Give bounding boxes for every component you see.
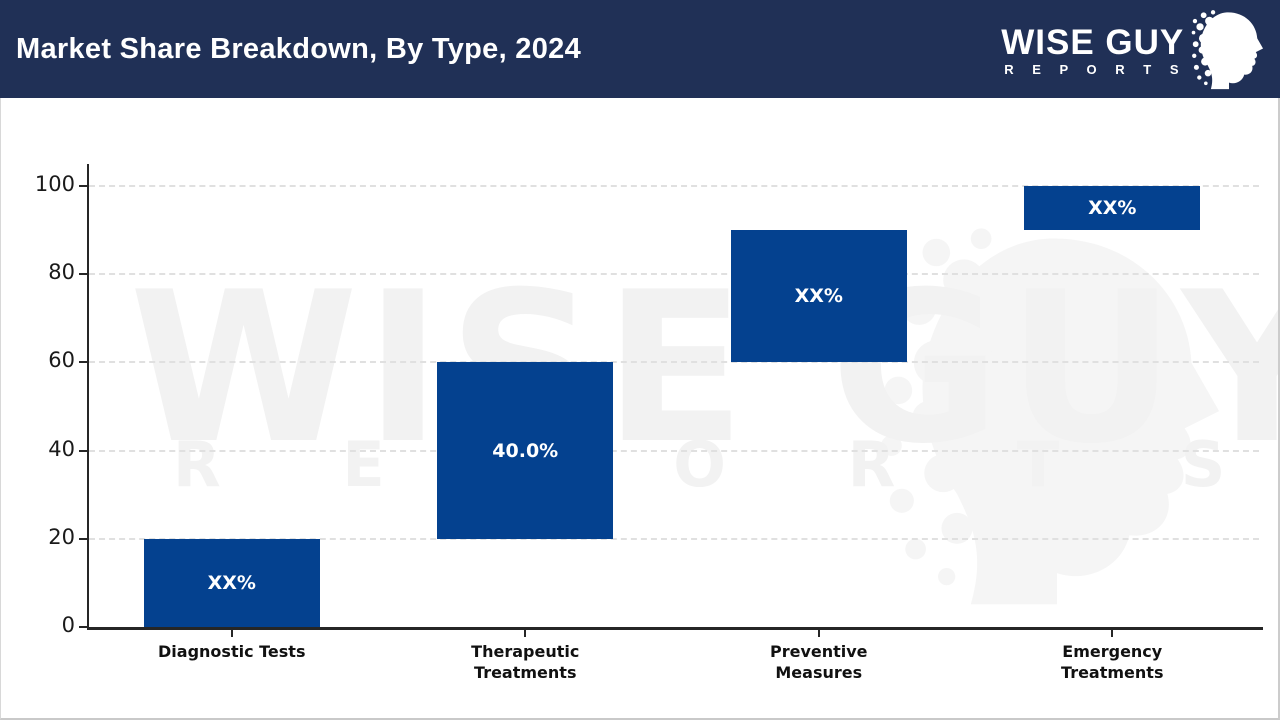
y-tick-mark [79,449,88,452]
bar-value-label: XX% [794,285,843,308]
x-tick-mark [230,630,233,637]
gridline [89,537,1259,540]
y-tick-label: 40 [48,436,75,461]
header-bar: Market Share Breakdown, By Type, 2024 WI… [0,0,1280,98]
y-tick-mark [79,626,88,628]
bar-segment: XX% [1024,186,1201,231]
x-tick-mark [1111,630,1114,637]
bar-segment: XX% [730,230,907,363]
y-tick-mark [79,185,88,187]
brand-logo: WISE GUY R E P O R T S [1001,6,1270,94]
bar-segment: XX% [143,538,320,627]
y-tick-label: 60 [48,348,75,373]
bar-value-label: XX% [207,571,256,594]
y-tick-label: 20 [48,524,75,549]
y-tick-label: 0 [61,613,75,637]
x-tick-mark [817,630,820,637]
head-profile-icon [1191,10,1264,90]
x-tick-label: Therapeutic Treatments [385,641,665,683]
x-tick-label-line: Preventive [769,642,868,661]
page-title: Market Share Breakdown, By Type, 2024 [16,32,582,65]
x-tick-label-line: Emergency [1062,642,1163,661]
y-tick-label: 100 [34,172,75,196]
x-tick-label: Diagnostic Tests [92,641,372,662]
bar-segment: 40.0% [437,362,614,539]
bar-value-label: 40.0% [492,439,559,462]
brand-name: WISE GUY [1001,22,1185,62]
y-tick-mark [79,273,88,276]
x-tick-mark [524,630,527,637]
gridline [89,273,1259,276]
bar-value-label: XX% [1088,197,1137,220]
gridline [89,449,1259,452]
chart-figure: WISE GUY R E P O R T S 0 20 40 60 80 100 XX% Di… [0,98,1280,720]
gridline [89,361,1259,364]
x-axis-line [87,627,1263,630]
y-tick-label: 80 [48,260,75,285]
watermark-head-icon [879,228,1220,605]
x-tick-label-line: Therapeutic [471,642,580,661]
brand-logo-text: WISE GUY R E P O R T S [1001,25,1186,76]
x-tick-label: Preventive Measures [679,641,959,683]
x-tick-label: Emergency Treatments [972,641,1252,683]
x-tick-label-line: Treatments [1061,663,1164,683]
brand-subtitle: R E P O R T S [1004,61,1186,77]
y-axis-line [87,164,89,629]
y-tick-mark [79,537,88,540]
y-tick-mark [79,361,88,364]
x-tick-label-line: Diagnostic Tests [158,642,306,661]
x-tick-label-line: Measures [775,663,863,683]
gridline [89,185,1259,187]
x-tick-label-line: Treatments [474,663,577,683]
